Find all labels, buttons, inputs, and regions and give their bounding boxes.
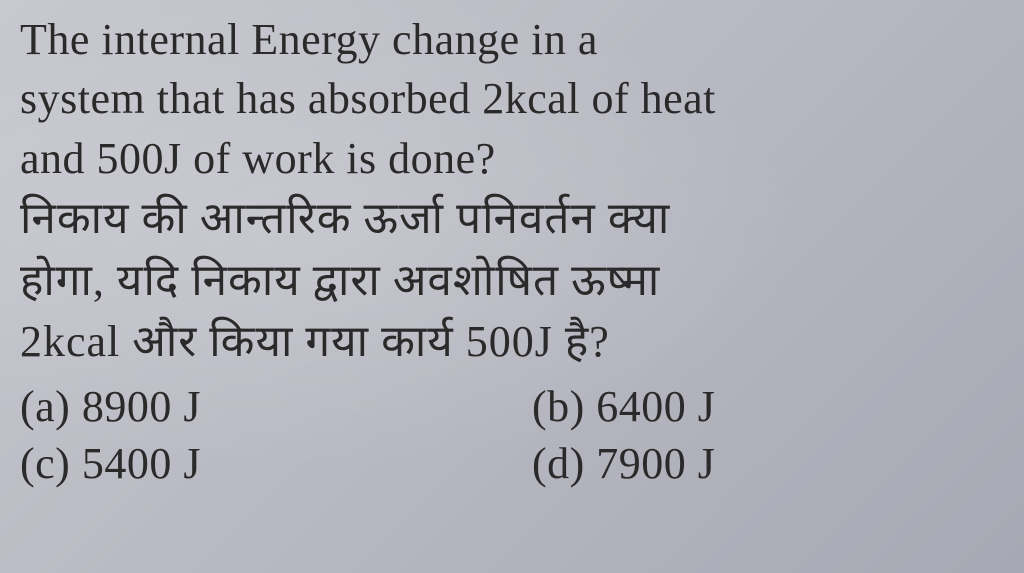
question-block: The internal Energy change in a system t…: [20, 10, 1004, 489]
option-d: (d) 7900 J: [512, 438, 1004, 489]
option-c: (c) 5400 J: [20, 438, 512, 489]
options-grid: (a) 8900 J (b) 6400 J (c) 5400 J (d) 790…: [20, 381, 1004, 489]
question-hindi-line3: 2kcal और किया गया कार्य 500J है?: [20, 311, 1004, 373]
question-hindi-line1: निकाय की आन्तरिक ऊर्जा पनिवर्तन क्या: [20, 188, 1004, 250]
option-b: (b) 6400 J: [512, 381, 1004, 432]
option-a: (a) 8900 J: [20, 381, 512, 432]
question-hindi-line2: होगा, यदि निकाय द्वारा अवशोषित ऊष्मा: [20, 250, 1004, 312]
question-english-line1: The internal Energy change in a: [20, 10, 1004, 69]
question-english-line2: system that has absorbed 2kcal of heat: [20, 69, 1004, 128]
question-english-line3: and 500J of work is done?: [20, 129, 1004, 188]
